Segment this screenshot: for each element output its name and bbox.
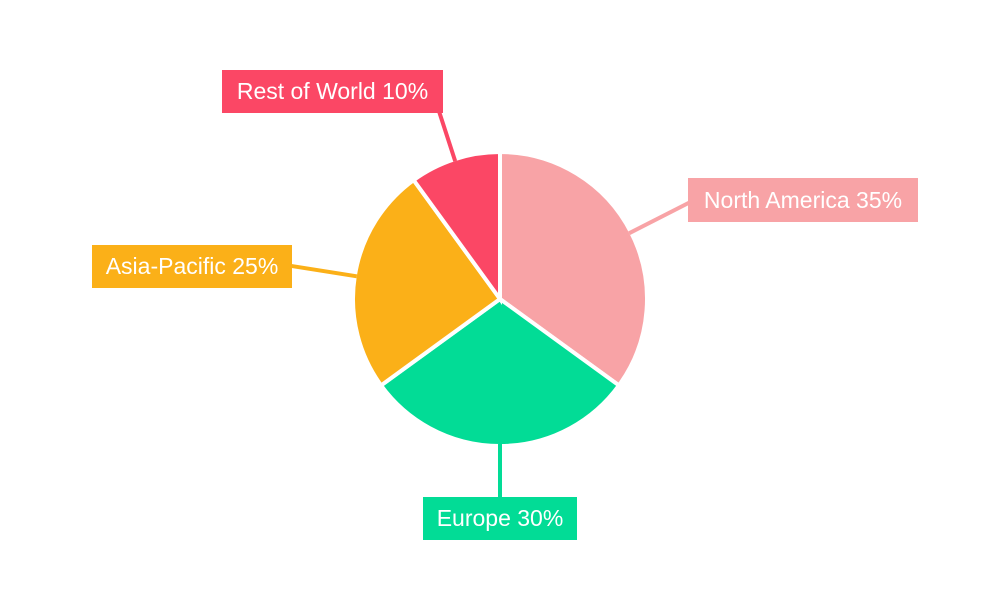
callout-label-asia-pacific: Asia-Pacific 25% — [92, 245, 292, 288]
callout-label-rest-of-world: Rest of World 10% — [222, 70, 443, 113]
leader-line-asia-pacific — [285, 263, 358, 279]
leader-line-north-america — [628, 198, 695, 235]
callout-label-europe: Europe 30% — [423, 497, 577, 540]
callout-label-north-america: North America 35% — [688, 178, 918, 222]
